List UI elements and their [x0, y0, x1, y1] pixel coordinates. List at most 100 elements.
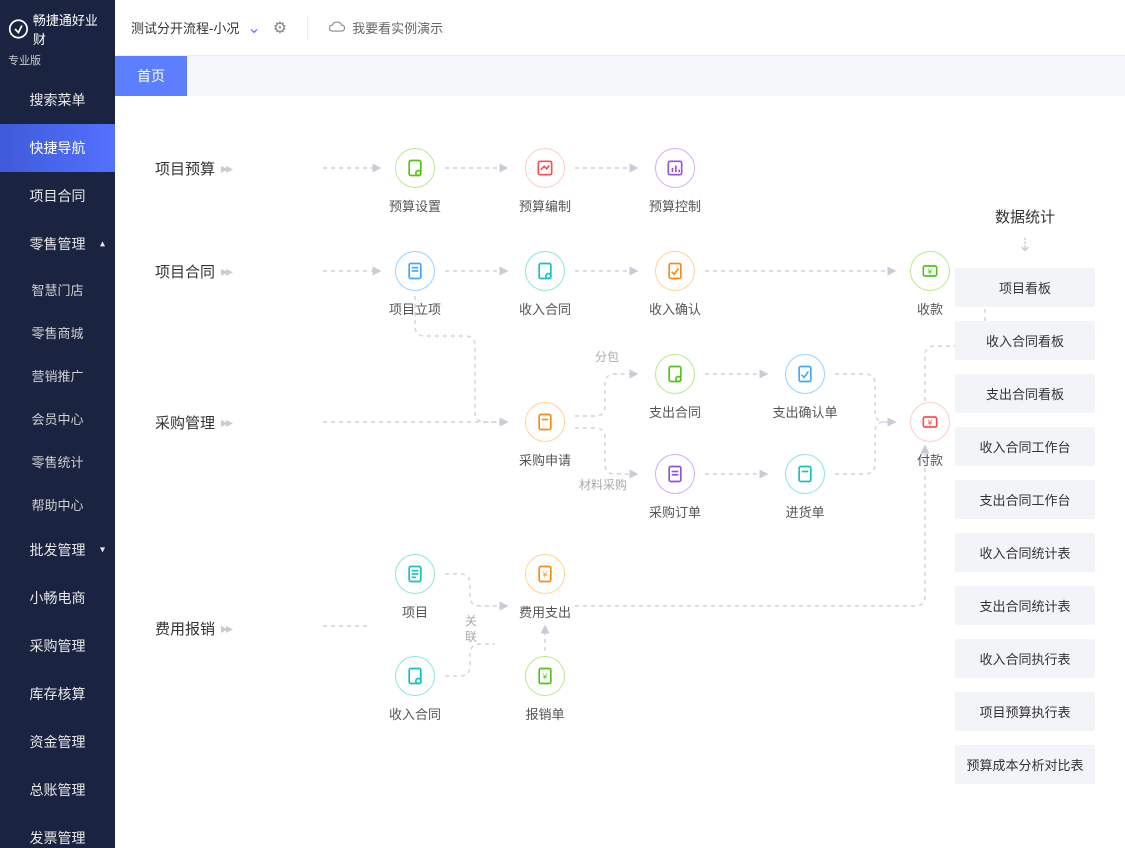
stat-btn-3[interactable]: 收入合同工作台 [955, 427, 1095, 466]
sidebar-retail-mall[interactable]: 零售商城 [0, 311, 115, 354]
sidebar-wholesale[interactable]: 批发管理 ▾ [0, 526, 115, 574]
node-label: 进货单 [770, 502, 840, 521]
node-label: 支出确认单 [770, 402, 840, 421]
svg-text:¥: ¥ [542, 671, 548, 681]
sidebar-invoice[interactable]: 发票管理 [0, 814, 115, 848]
stat-btn-4[interactable]: 支出合同工作台 [955, 480, 1095, 519]
node-expense-contract[interactable]: 支出合同 [640, 354, 710, 421]
node-label: 项目 [380, 602, 450, 621]
sidebar-retail-stats[interactable]: 零售统计 [0, 440, 115, 483]
node-expense-out[interactable]: ¥ 费用支出 [510, 554, 580, 621]
sidebar-funds[interactable]: 资金管理 [0, 718, 115, 766]
node-label: 预算设置 [380, 196, 450, 215]
node-budget-control[interactable]: 预算控制 [640, 148, 710, 215]
node-label: 预算控制 [640, 196, 710, 215]
stat-btn-0[interactable]: 项目看板 [955, 268, 1095, 307]
svg-text:¥: ¥ [542, 569, 548, 579]
sidebar-search[interactable]: 搜索菜单 [0, 76, 115, 124]
doc-icon [655, 454, 695, 494]
triangle-icon: ▸▸ [221, 620, 231, 637]
app-edition: 专业版 [0, 52, 115, 76]
sidebar-inventory[interactable]: 库存核算 [0, 670, 115, 718]
gear-icon[interactable]: ⚙ [273, 18, 287, 38]
sidebar-project-contract[interactable]: 项目合同 [0, 172, 115, 220]
sidebar-ledger[interactable]: 总账管理 [0, 766, 115, 814]
demo-link[interactable]: 我要看实例演示 [328, 18, 443, 37]
node-label: 费用支出 [510, 602, 580, 621]
node-project-init[interactable]: 项目立项 [380, 251, 450, 318]
node-income-contract[interactable]: 收入合同 [510, 251, 580, 318]
demo-link-label: 我要看实例演示 [352, 18, 443, 37]
chevron-down-icon: ⌄ [247, 18, 260, 38]
branch-selector[interactable]: 测试分开流程-小况 ⌄ [131, 18, 261, 38]
section-contract: 项目合同▸▸ [155, 261, 231, 282]
doc-icon [395, 251, 435, 291]
stat-btn-7[interactable]: 收入合同执行表 [955, 639, 1095, 678]
node-goods-receipt[interactable]: 进货单 [770, 454, 840, 521]
money-icon: ¥ [910, 251, 950, 291]
chevron-up-icon: ▴ [100, 239, 105, 250]
doc-icon: ¥ [525, 656, 565, 696]
node-income-contract2[interactable]: 收入合同 [380, 656, 450, 723]
sidebar-ecommerce[interactable]: 小畅电商 [0, 574, 115, 622]
stat-btn-5[interactable]: 收入合同统计表 [955, 533, 1095, 572]
section-reimburse-label: 费用报销 [155, 618, 215, 639]
doc-icon [395, 554, 435, 594]
svg-text:¥: ¥ [927, 417, 933, 427]
chart-icon [525, 148, 565, 188]
stats-title: 数据统计 [955, 206, 1095, 227]
doc-icon [785, 454, 825, 494]
main: 测试分开流程-小况 ⌄ ⚙ 我要看实例演示 首页 [115, 0, 1125, 848]
node-label: 收入确认 [640, 299, 710, 318]
node-project[interactable]: 项目 [380, 554, 450, 621]
node-budget-setup[interactable]: 预算设置 [380, 148, 450, 215]
section-purchase: 采购管理 ▸▸ [155, 412, 231, 433]
triangle-icon: ▸▸ [221, 414, 231, 431]
doc-icon [655, 354, 695, 394]
node-purchase-order[interactable]: 采购订单 [640, 454, 710, 521]
flow-canvas: 项目预算▸▸ 项目合同▸▸ 采购管理▸▸ 费用报销▸▸ 预算设置 预算编制 预算… [115, 96, 1125, 848]
sidebar-retail-smart-store[interactable]: 智慧门店 [0, 268, 115, 311]
node-label: 采购订单 [640, 502, 710, 521]
node-budget-compile[interactable]: 预算编制 [510, 148, 580, 215]
stat-btn-1[interactable]: 收入合同看板 [955, 321, 1095, 360]
doc-icon: ¥ [525, 554, 565, 594]
app-logo: 畅捷通好业财 [0, 0, 115, 52]
doc-icon [525, 402, 565, 442]
sidebar-retail[interactable]: 零售管理 ▴ [0, 220, 115, 268]
sidebar-retail-help[interactable]: 帮助中心 [0, 483, 115, 526]
stat-btn-8[interactable]: 项目预算执行表 [955, 692, 1095, 731]
sidebar-quicknav[interactable]: 快捷导航 [0, 124, 115, 172]
sidebar: 畅捷通好业财 专业版 搜索菜单 快捷导航 项目合同 零售管理 ▴ 智慧门店 零售商… [0, 0, 115, 848]
doc-icon [785, 354, 825, 394]
bar-icon [655, 148, 695, 188]
sidebar-purchase[interactable]: 采购管理 [0, 622, 115, 670]
node-label: 收入合同 [510, 299, 580, 318]
tab-home[interactable]: 首页 [115, 56, 187, 96]
money-icon: ¥ [910, 402, 950, 442]
node-label: 收入合同 [380, 704, 450, 723]
cloud-icon [328, 19, 346, 37]
sidebar-menu: 搜索菜单 快捷导航 项目合同 零售管理 ▴ 智慧门店 零售商城 营销推广 会员中心… [0, 76, 115, 848]
sidebar-retail-marketing[interactable]: 营销推广 [0, 354, 115, 397]
sidebar-retail-member[interactable]: 会员中心 [0, 397, 115, 440]
doc-icon [655, 251, 695, 291]
chevron-down-icon: ▾ [100, 545, 105, 556]
sidebar-wholesale-label: 批发管理 [30, 542, 86, 558]
tabs: 首页 [115, 56, 1125, 96]
section-purchase-label: 采购管理 [155, 412, 215, 433]
node-income-confirm[interactable]: 收入确认 [640, 251, 710, 318]
doc-icon [525, 251, 565, 291]
branch-name: 测试分开流程-小况 [131, 18, 239, 37]
node-purchase-apply[interactable]: 采购申请 [510, 402, 580, 469]
edge-relate: 关 联 [465, 614, 477, 645]
stat-btn-2[interactable]: 支出合同看板 [955, 374, 1095, 413]
topbar: 测试分开流程-小况 ⌄ ⚙ 我要看实例演示 [115, 0, 1125, 56]
node-reimburse[interactable]: ¥ 报销单 [510, 656, 580, 723]
node-label: 报销单 [510, 704, 580, 723]
stat-btn-6[interactable]: 支出合同统计表 [955, 586, 1095, 625]
stat-btn-9[interactable]: 预算成本分析对比表 [955, 745, 1095, 784]
node-expense-confirm[interactable]: 支出确认单 [770, 354, 840, 421]
sidebar-retail-label: 零售管理 [30, 236, 86, 252]
node-label: 项目立项 [380, 299, 450, 318]
